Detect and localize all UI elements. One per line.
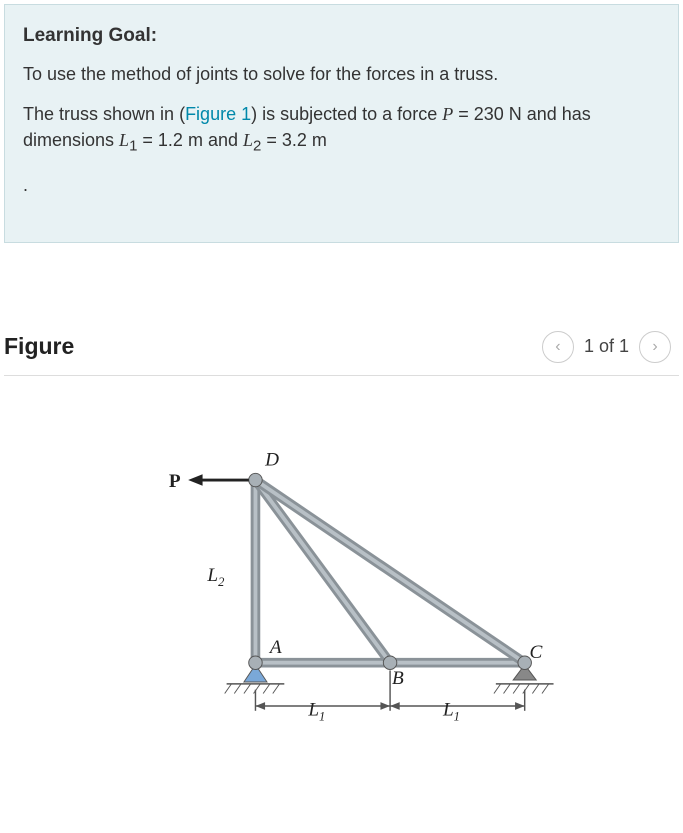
learning-goal-box: Learning Goal: To use the method of join…: [4, 4, 679, 243]
learning-goal-para2: The truss shown in (Figure 1) is subject…: [23, 101, 660, 157]
label-B: B: [392, 668, 404, 689]
label-D: D: [264, 449, 279, 470]
learning-goal-para1: To use the method of joints to solve for…: [23, 61, 660, 87]
text-pre: The truss shown in (: [23, 104, 185, 124]
joint-a: [248, 656, 261, 669]
next-button[interactable]: ›: [639, 331, 671, 363]
truss-diagram: P D A B C L2 L1 L1: [92, 416, 592, 746]
ground-a: [224, 684, 284, 694]
var-L2: L: [243, 130, 253, 150]
label-P: P: [168, 470, 180, 491]
prev-button[interactable]: ‹: [542, 331, 574, 363]
and-text: and: [203, 130, 243, 150]
figure-link[interactable]: Figure 1: [185, 104, 251, 124]
joint-d: [248, 473, 261, 486]
force-p-arrow: [188, 474, 249, 486]
label-L2: L2: [206, 565, 224, 589]
ground-c: [493, 684, 553, 694]
figure-header: Figure ‹ 1 of 1 ›: [4, 303, 679, 376]
period: .: [23, 172, 660, 198]
chevron-left-icon: ‹: [555, 338, 560, 356]
figure-body: P D A B C L2 L1 L1: [4, 376, 679, 766]
chevron-right-icon: ›: [652, 338, 657, 356]
truss-members: [255, 480, 524, 663]
figure-title: Figure: [4, 333, 74, 360]
label-A: A: [267, 637, 281, 658]
var-L1: L: [119, 130, 129, 150]
eq-L1: = 1.2 m: [137, 130, 203, 150]
label-C: C: [529, 642, 542, 663]
label-L1-right: L1: [441, 699, 459, 723]
pager-text: 1 of 1: [584, 336, 629, 357]
figure-section: Figure ‹ 1 of 1 ›: [0, 303, 683, 766]
eq-L2: = 3.2 m: [261, 130, 327, 150]
figure-pager: ‹ 1 of 1 ›: [542, 331, 671, 363]
text-post: ) is subjected to a force: [251, 104, 442, 124]
label-L1-left: L1: [307, 699, 325, 723]
learning-goal-heading: Learning Goal:: [23, 25, 660, 47]
dim-lines: [255, 670, 524, 710]
eq-P: = 230 N: [453, 104, 522, 124]
var-P: P: [442, 104, 453, 124]
